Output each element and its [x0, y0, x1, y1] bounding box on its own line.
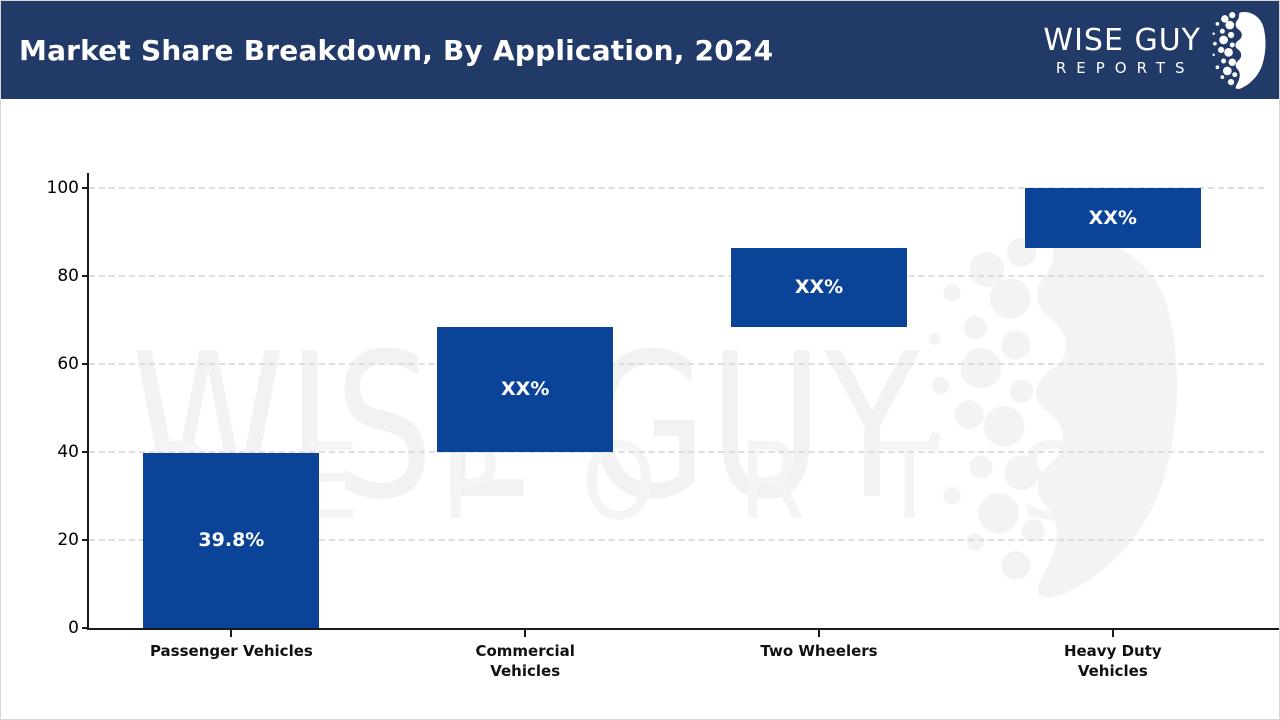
y-axis-tick: [82, 451, 89, 453]
y-gridline: [89, 187, 1264, 189]
wise-guy-reports-logo: WISE GUY REPORTS: [1043, 10, 1267, 91]
bar: XX%: [1024, 188, 1201, 249]
y-tick-label: 0: [68, 618, 79, 638]
y-gridline: [89, 275, 1264, 277]
x-tick-label: Heavy Duty Vehicles: [1063, 642, 1162, 680]
x-axis-line: [87, 628, 1279, 630]
x-axis-tick: [524, 630, 527, 637]
bar-value-label: XX%: [794, 276, 844, 299]
x-axis-tick: [818, 630, 820, 637]
logo-subtext: REPORTS: [1055, 59, 1195, 77]
bar: 39.8%: [143, 452, 320, 628]
y-axis-tick: [82, 275, 89, 277]
bar: XX%: [731, 248, 907, 327]
bar-value-label: 39.8%: [198, 529, 265, 552]
y-tick-label: 80: [57, 266, 79, 286]
y-axis-tick: [82, 539, 89, 541]
page-title: Market Share Breakdown, By Application, …: [19, 33, 774, 67]
y-tick-label: 20: [57, 530, 79, 550]
bar: XX%: [437, 326, 614, 452]
x-axis-tick: [1111, 630, 1114, 637]
x-tick-label: Two Wheelers: [760, 642, 878, 660]
y-gridline: [89, 363, 1264, 365]
x-tick-label: Commercial Vehicles: [475, 642, 575, 680]
y-gridline: [89, 539, 1264, 541]
logo-wordmark: WISE GUY: [1043, 23, 1201, 58]
logo-face-profile-icon: [1205, 10, 1267, 91]
bar-value-label: XX%: [1088, 207, 1137, 230]
y-gridline: [89, 451, 1264, 453]
y-axis-line: [87, 173, 89, 630]
header: Market Share Breakdown, By Application, …: [1, 1, 1279, 99]
y-tick-label: 40: [57, 442, 79, 462]
y-axis-tick: [82, 627, 89, 629]
y-tick-label: 100: [46, 178, 79, 198]
bar-value-label: XX%: [501, 378, 550, 401]
y-tick-label: 60: [57, 354, 79, 374]
x-axis-tick: [230, 630, 233, 637]
y-axis-tick: [82, 363, 89, 365]
x-tick-label: Passenger Vehicles: [149, 642, 313, 660]
y-axis-tick: [82, 187, 89, 189]
